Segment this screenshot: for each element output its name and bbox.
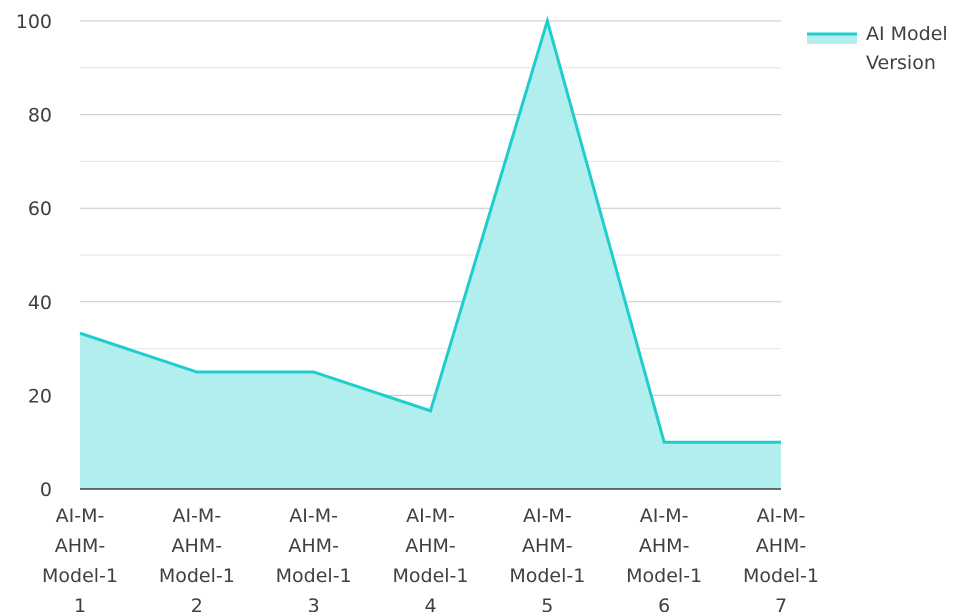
legend-label: AI Model Version bbox=[866, 23, 948, 74]
x-tick-label: AI-M-AHM-Model-1 6 bbox=[626, 505, 702, 612]
x-tick-label: AI-M-AHM-Model-1 5 bbox=[509, 505, 585, 612]
y-tick-label: 40 bbox=[28, 292, 52, 314]
x-tick-label: AI-M-AHM-Model-1 3 bbox=[276, 505, 352, 612]
series-line bbox=[79, 15, 781, 444]
x-tick-label: AI-M-AHM-Model-1 2 bbox=[159, 505, 235, 612]
y-tick-label: 80 bbox=[28, 105, 52, 127]
x-tick-label: AI-M-AHM-Model-1 4 bbox=[393, 505, 469, 612]
x-axis-ticks: AI-M-AHM-Model-1 1 AI-M-AHM-Model-1 2 AI-M-A… bbox=[42, 505, 819, 612]
x-tick-label: AI-M-AHM-Model-1 1 bbox=[42, 505, 118, 612]
x-tick-label: AI-M-AHM-Model-1 7 bbox=[743, 505, 819, 612]
y-tick-label: 0 bbox=[40, 479, 52, 501]
legend-swatch bbox=[807, 33, 857, 44]
y-tick-label: 100 bbox=[16, 11, 52, 33]
y-tick-label: 60 bbox=[28, 198, 52, 220]
legend: AI Model Version bbox=[807, 23, 948, 74]
y-axis-ticks: 0 20 40 60 80 100 bbox=[16, 11, 52, 501]
y-tick-label: 20 bbox=[28, 385, 52, 407]
